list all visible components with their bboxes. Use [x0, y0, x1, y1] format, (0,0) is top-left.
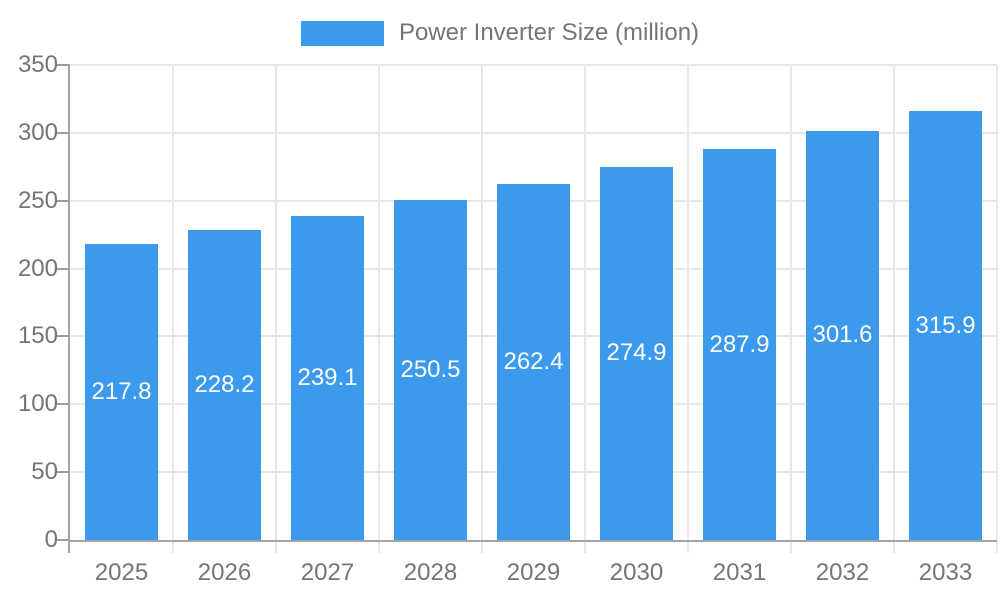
v-gridline [687, 65, 689, 553]
y-tick-label: 150 [17, 322, 58, 350]
y-tick-label: 300 [17, 118, 58, 146]
y-axis-line [68, 65, 70, 553]
y-tick-mark [57, 131, 70, 134]
bar-value-label: 228.2 [194, 371, 255, 399]
x-tick-label: 2033 [918, 559, 973, 586]
x-tick-label: 2027 [300, 559, 355, 586]
bar-value-label: 262.4 [503, 347, 564, 375]
bar-value-label: 250.5 [400, 356, 461, 384]
bar-2026[interactable] [188, 230, 261, 540]
bar-2030[interactable] [600, 166, 673, 540]
x-tick-label: 2030 [609, 559, 664, 586]
bar-2031[interactable] [703, 149, 776, 540]
bar-2032[interactable] [806, 130, 879, 540]
v-gridline [996, 65, 998, 553]
y-tick-mark [57, 199, 70, 202]
plot-area: 217.8 228.2 239.1 250.5 262.4 274.9 287.9 301.6… [70, 64, 998, 553]
y-tick-label: 0 [44, 526, 58, 553]
v-gridline [893, 65, 895, 553]
y-tick-mark [57, 335, 70, 338]
y-tick-label: 200 [17, 254, 58, 282]
x-tick-label: 2026 [197, 559, 252, 586]
v-gridline [275, 65, 277, 553]
x-tick-label: 2031 [712, 559, 767, 586]
bar-2025[interactable] [85, 244, 158, 540]
x-tick-label: 2025 [94, 559, 149, 586]
bar-2027[interactable] [291, 215, 364, 540]
y-tick-mark [57, 267, 70, 270]
bar-value-label: 287.9 [709, 330, 770, 358]
legend-label: Power Inverter Size (million) [398, 19, 700, 46]
y-tick-mark [57, 471, 70, 474]
legend: Power Inverter Size (million) [0, 16, 1000, 50]
bar-value-label: 315.9 [915, 311, 976, 339]
bar-2029[interactable] [497, 183, 570, 540]
y-tick-label: 100 [17, 390, 58, 418]
x-tick-label: 2028 [403, 559, 458, 586]
x-tick-label: 2029 [506, 559, 561, 586]
h-gridline [70, 64, 997, 66]
y-tick-label: 50 [31, 458, 58, 486]
y-tick-label: 250 [17, 186, 58, 214]
v-gridline [378, 65, 380, 553]
h-gridline [70, 131, 997, 134]
bar-value-label: 301.6 [812, 321, 873, 349]
y-tick-mark [57, 64, 70, 66]
legend-swatch [300, 20, 384, 46]
y-tick-label: 350 [17, 51, 58, 78]
x-axis-line [68, 540, 997, 542]
v-gridline [172, 65, 174, 553]
v-gridline [790, 65, 792, 553]
bar-value-label: 274.9 [606, 339, 667, 367]
v-gridline [584, 65, 586, 553]
bar-value-label: 239.1 [297, 363, 358, 391]
y-tick-mark [57, 403, 70, 406]
bar-2033[interactable] [909, 111, 982, 540]
y-tick-mark [57, 539, 70, 541]
x-tick-label: 2032 [815, 559, 870, 586]
bar-2028[interactable] [394, 200, 467, 540]
bar-value-label: 217.8 [91, 378, 152, 406]
v-gridline [481, 65, 483, 553]
